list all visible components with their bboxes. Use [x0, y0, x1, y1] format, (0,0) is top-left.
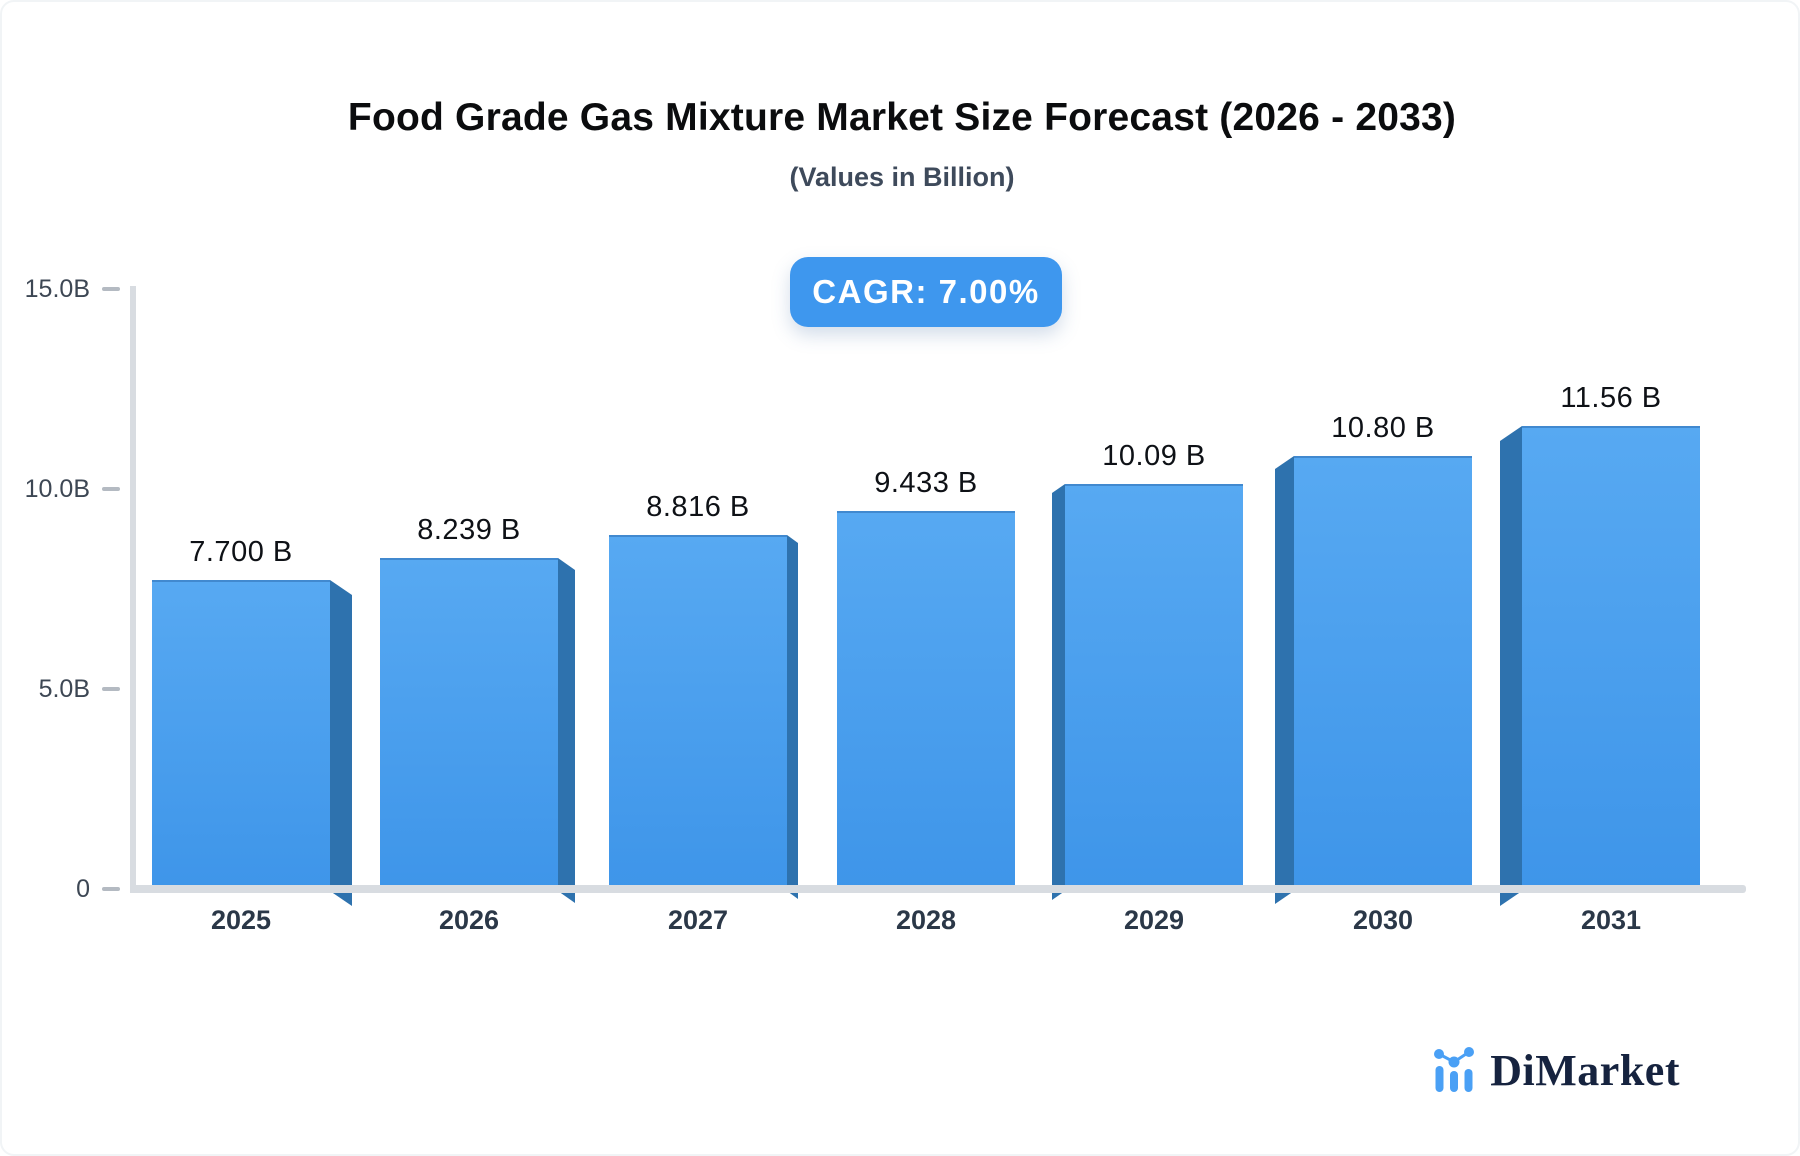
y-tick-label-5.0B: 5.0B	[38, 675, 90, 703]
y-tick-label-0: 0	[76, 875, 90, 903]
y-axis-line	[130, 286, 136, 893]
y-tick-mark-10.0B	[102, 487, 120, 491]
brand-logo: DiMarket	[1432, 1042, 1680, 1098]
y-tick-mark-15.0B	[102, 287, 120, 291]
bar-value-label-2025: 7.700 B	[189, 536, 293, 568]
bar-2028	[837, 511, 1015, 891]
y-tick-label-10.0B: 10.0B	[24, 475, 90, 503]
bar-2025	[152, 580, 330, 891]
bar-value-label-2027: 8.816 B	[646, 491, 750, 523]
bar-side-2029	[1052, 484, 1065, 900]
dimarket-logo-icon	[1434, 1047, 1475, 1092]
x-axis-label-2030: 2030	[1352, 905, 1414, 935]
bar-2027	[609, 535, 787, 891]
bar-side-2026	[558, 558, 575, 903]
bar-value-label-2030: 10.80 B	[1331, 412, 1435, 444]
bar-side-2025	[330, 580, 352, 906]
x-axis-label-2031: 2031	[1580, 905, 1642, 935]
cagr-badge: CAGR: 7.00%	[790, 257, 1062, 327]
y-tick-mark-5.0B	[102, 687, 120, 691]
bar-value-label-2026: 8.239 B	[417, 514, 521, 546]
bar-side-2027	[787, 535, 798, 899]
chart-subtitle: (Values in Billion)	[789, 162, 1015, 192]
y-tick-mark-0	[102, 887, 120, 891]
cagr-badge-label: CAGR: 7.00%	[812, 273, 1040, 310]
bar-2031	[1522, 426, 1700, 891]
bar-2030	[1294, 456, 1472, 891]
x-axis-label-2026: 2026	[438, 905, 500, 935]
brand-logo-text: DiMarket	[1490, 1045, 1680, 1095]
bar-side-2030	[1275, 456, 1294, 904]
bar-value-label-2031: 11.56 B	[1560, 382, 1662, 414]
bar-value-label-2028: 9.433 B	[874, 467, 978, 499]
bar-2026	[380, 558, 558, 891]
bar-value-label-2029: 10.09 B	[1102, 440, 1206, 472]
x-axis-line	[130, 885, 1746, 893]
x-axis-label-2028: 2028	[895, 905, 957, 935]
x-axis-label-2027: 2027	[667, 905, 729, 935]
bar-2029	[1065, 484, 1243, 891]
x-axis-label-2025: 2025	[210, 905, 272, 935]
y-tick-label-15.0B: 15.0B	[24, 275, 90, 303]
chart-title: Food Grade Gas Mixture Market Size Forec…	[347, 96, 1457, 139]
bar-side-2031	[1500, 426, 1522, 906]
x-axis-label-2029: 2029	[1123, 905, 1185, 935]
